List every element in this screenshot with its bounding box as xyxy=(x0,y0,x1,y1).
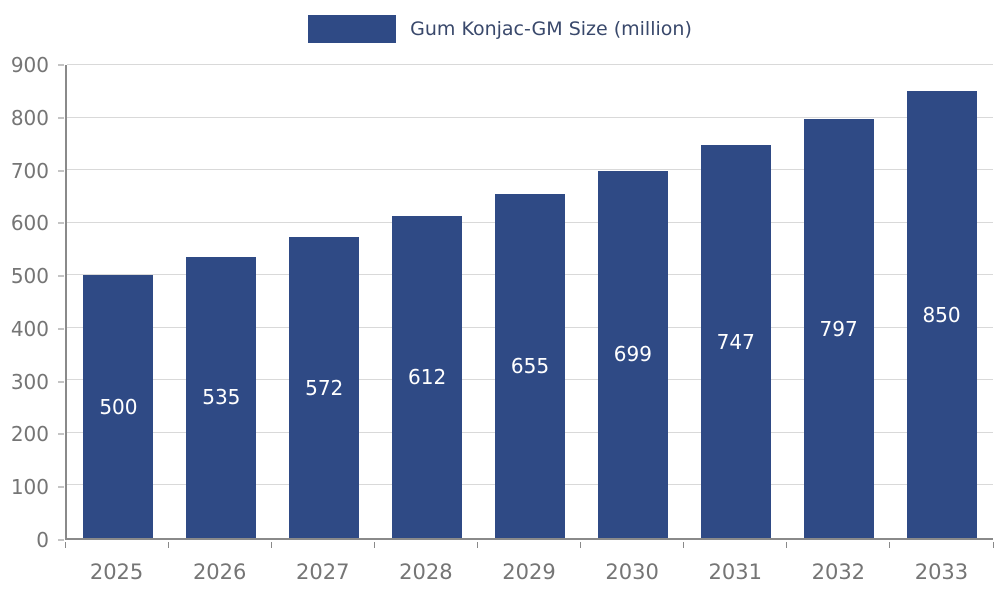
y-tick-label: 400 xyxy=(10,316,49,341)
x-tick xyxy=(786,542,788,548)
y-tick-label: 700 xyxy=(10,158,49,183)
x-tick-label: 2031 xyxy=(708,560,762,584)
gridline xyxy=(67,64,993,65)
x-tick-label: 2033 xyxy=(914,560,969,584)
x-tick xyxy=(580,542,582,548)
y-tick xyxy=(58,222,64,224)
y-tick xyxy=(58,328,64,330)
bar-value-label: 535 xyxy=(202,385,241,410)
bar-value-label: 699 xyxy=(613,342,652,367)
x-tick xyxy=(992,542,994,548)
x-tick xyxy=(270,542,272,548)
x-tick-label: 2026 xyxy=(192,560,247,584)
y-tick-label: 100 xyxy=(10,475,49,500)
y-tick xyxy=(58,64,64,66)
bar-value-label: 797 xyxy=(819,316,858,341)
x-axis-labels: 2025 2026 2027 2028 2029 2030 2031 2032 2033 xyxy=(65,556,993,592)
bar-value-label: 655 xyxy=(510,353,550,378)
y-tick xyxy=(58,117,64,119)
bar: 535 xyxy=(186,256,257,538)
gridline xyxy=(67,116,993,118)
x-tick xyxy=(167,542,169,548)
y-tick xyxy=(58,275,64,277)
x-tick-label: 2027 xyxy=(296,560,350,584)
y-tick xyxy=(58,170,64,172)
x-tick-label: 2028 xyxy=(399,560,453,584)
y-tick-label: 800 xyxy=(10,105,49,130)
y-tick-label: 300 xyxy=(10,369,49,394)
bar-value-label: 572 xyxy=(305,375,344,400)
x-tick xyxy=(683,542,685,548)
y-tick-label: 900 xyxy=(10,53,49,77)
x-tick-label: 2025 xyxy=(89,560,144,584)
gridline xyxy=(67,169,993,171)
bar-value-label: 612 xyxy=(408,365,447,390)
bar-value-label: 500 xyxy=(99,394,138,419)
bar-value-label: 850 xyxy=(922,302,961,327)
y-tick-label: 200 xyxy=(10,422,49,447)
x-tick xyxy=(64,542,66,548)
y-tick xyxy=(58,539,64,541)
legend-label: Gum Konjac-GM Size (million) xyxy=(410,18,692,40)
bar: 500 xyxy=(83,275,154,538)
x-tick-label: 2029 xyxy=(502,560,556,584)
y-tick xyxy=(58,486,64,488)
legend[interactable]: Gum Konjac-GM Size (million) xyxy=(0,14,1000,44)
bar: 747 xyxy=(700,145,771,538)
x-ticks xyxy=(64,542,994,548)
plot-area: 500 535 572 612 655 699 747 797 850 xyxy=(65,64,993,540)
legend-swatch xyxy=(308,15,397,43)
bar: 572 xyxy=(289,237,360,538)
y-axis-labels: 0 100 200 300 400 500 600 700 800 900 xyxy=(0,55,55,550)
bar: 699 xyxy=(597,170,668,538)
x-tick xyxy=(373,542,375,548)
bar: 797 xyxy=(803,119,874,538)
y-tick-label: 500 xyxy=(10,264,49,289)
bar: 850 xyxy=(906,91,977,538)
bar: 655 xyxy=(495,193,565,538)
y-tick-label: 0 xyxy=(36,528,49,552)
y-ticks xyxy=(58,64,64,541)
bar: 612 xyxy=(392,216,463,538)
y-tick xyxy=(58,381,64,383)
x-tick xyxy=(476,542,478,548)
x-tick-label: 2032 xyxy=(811,560,866,584)
y-tick xyxy=(58,433,64,435)
y-tick-label: 600 xyxy=(10,211,49,236)
bars: 500 535 572 612 655 699 747 797 850 xyxy=(67,65,993,538)
x-tick xyxy=(889,542,891,548)
x-tick-label: 2030 xyxy=(605,560,659,584)
bar-value-label: 747 xyxy=(716,329,755,354)
